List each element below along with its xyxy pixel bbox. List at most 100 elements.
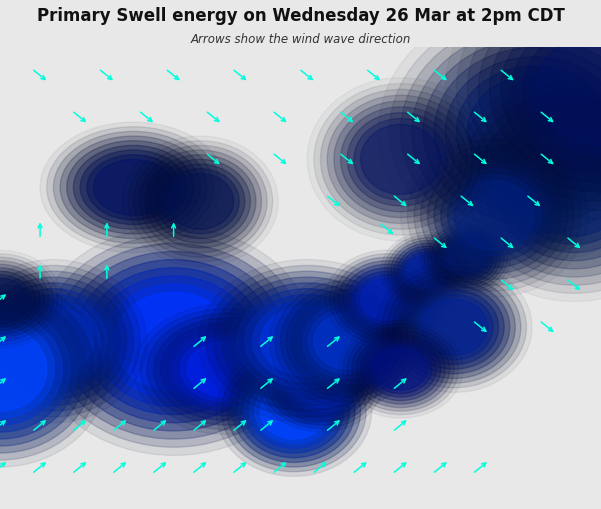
Ellipse shape — [294, 362, 347, 404]
Ellipse shape — [343, 265, 432, 334]
Ellipse shape — [501, 7, 601, 174]
Ellipse shape — [404, 286, 504, 370]
Ellipse shape — [0, 314, 63, 425]
Ellipse shape — [415, 295, 493, 360]
Ellipse shape — [421, 152, 567, 280]
Ellipse shape — [167, 327, 287, 411]
Ellipse shape — [249, 374, 338, 448]
Ellipse shape — [43, 236, 304, 447]
Ellipse shape — [352, 272, 423, 327]
Ellipse shape — [64, 252, 284, 431]
Ellipse shape — [374, 349, 427, 390]
Ellipse shape — [94, 276, 254, 407]
Ellipse shape — [398, 281, 510, 374]
Ellipse shape — [434, 230, 501, 286]
Ellipse shape — [456, 0, 601, 211]
Ellipse shape — [0, 289, 114, 394]
Ellipse shape — [0, 275, 31, 324]
Ellipse shape — [456, 67, 601, 197]
Ellipse shape — [260, 383, 327, 439]
Ellipse shape — [272, 345, 370, 422]
Ellipse shape — [167, 174, 234, 230]
Ellipse shape — [412, 30, 601, 235]
Ellipse shape — [407, 255, 447, 289]
Ellipse shape — [354, 119, 447, 201]
Ellipse shape — [275, 281, 419, 402]
Ellipse shape — [329, 254, 445, 345]
Ellipse shape — [222, 351, 366, 472]
Ellipse shape — [387, 238, 468, 305]
Ellipse shape — [297, 300, 397, 383]
Ellipse shape — [198, 260, 416, 423]
Ellipse shape — [431, 227, 504, 289]
Ellipse shape — [0, 272, 133, 411]
Ellipse shape — [407, 140, 581, 292]
Ellipse shape — [260, 306, 354, 376]
Ellipse shape — [84, 268, 264, 415]
Ellipse shape — [523, 25, 601, 155]
Ellipse shape — [222, 277, 393, 406]
Ellipse shape — [334, 258, 441, 342]
Ellipse shape — [156, 165, 245, 239]
Ellipse shape — [140, 309, 314, 430]
Ellipse shape — [534, 35, 601, 146]
Ellipse shape — [0, 272, 109, 467]
Ellipse shape — [421, 219, 514, 297]
Ellipse shape — [206, 266, 409, 417]
Ellipse shape — [67, 142, 200, 235]
Ellipse shape — [477, 98, 601, 277]
Ellipse shape — [361, 278, 414, 321]
Ellipse shape — [255, 379, 333, 444]
Ellipse shape — [80, 151, 187, 225]
Ellipse shape — [87, 155, 180, 220]
Ellipse shape — [393, 276, 515, 379]
Ellipse shape — [187, 342, 267, 398]
Ellipse shape — [356, 275, 418, 324]
Ellipse shape — [233, 360, 355, 463]
Ellipse shape — [53, 132, 214, 244]
Ellipse shape — [347, 114, 454, 207]
Ellipse shape — [285, 355, 356, 411]
Ellipse shape — [0, 293, 86, 446]
Ellipse shape — [387, 272, 521, 383]
Ellipse shape — [162, 169, 239, 235]
Ellipse shape — [521, 139, 601, 237]
Ellipse shape — [269, 276, 425, 407]
Ellipse shape — [0, 260, 147, 423]
Ellipse shape — [401, 249, 454, 294]
Ellipse shape — [444, 238, 491, 277]
Ellipse shape — [454, 181, 534, 251]
Ellipse shape — [414, 146, 575, 286]
Ellipse shape — [447, 241, 487, 274]
Ellipse shape — [139, 151, 261, 253]
Ellipse shape — [494, 115, 601, 261]
Ellipse shape — [128, 142, 273, 263]
Ellipse shape — [397, 246, 457, 297]
Ellipse shape — [468, 90, 601, 286]
Ellipse shape — [365, 342, 436, 398]
Ellipse shape — [227, 355, 361, 467]
Ellipse shape — [238, 365, 349, 458]
Ellipse shape — [325, 251, 450, 349]
Ellipse shape — [370, 345, 432, 394]
Ellipse shape — [0, 277, 127, 406]
Ellipse shape — [0, 321, 55, 418]
Ellipse shape — [427, 224, 507, 291]
Ellipse shape — [60, 137, 207, 239]
Ellipse shape — [258, 334, 383, 432]
Ellipse shape — [73, 146, 194, 230]
Ellipse shape — [145, 155, 256, 248]
Ellipse shape — [352, 331, 450, 408]
Ellipse shape — [7, 301, 100, 382]
Ellipse shape — [214, 272, 401, 411]
Ellipse shape — [434, 163, 554, 268]
Ellipse shape — [13, 306, 94, 376]
Ellipse shape — [343, 324, 459, 415]
Ellipse shape — [281, 286, 414, 398]
Text: Arrows show the wind wave direction: Arrows show the wind wave direction — [191, 33, 410, 46]
Ellipse shape — [427, 158, 561, 274]
Ellipse shape — [216, 346, 372, 476]
Ellipse shape — [347, 268, 427, 331]
Ellipse shape — [320, 90, 481, 230]
Ellipse shape — [0, 286, 94, 453]
